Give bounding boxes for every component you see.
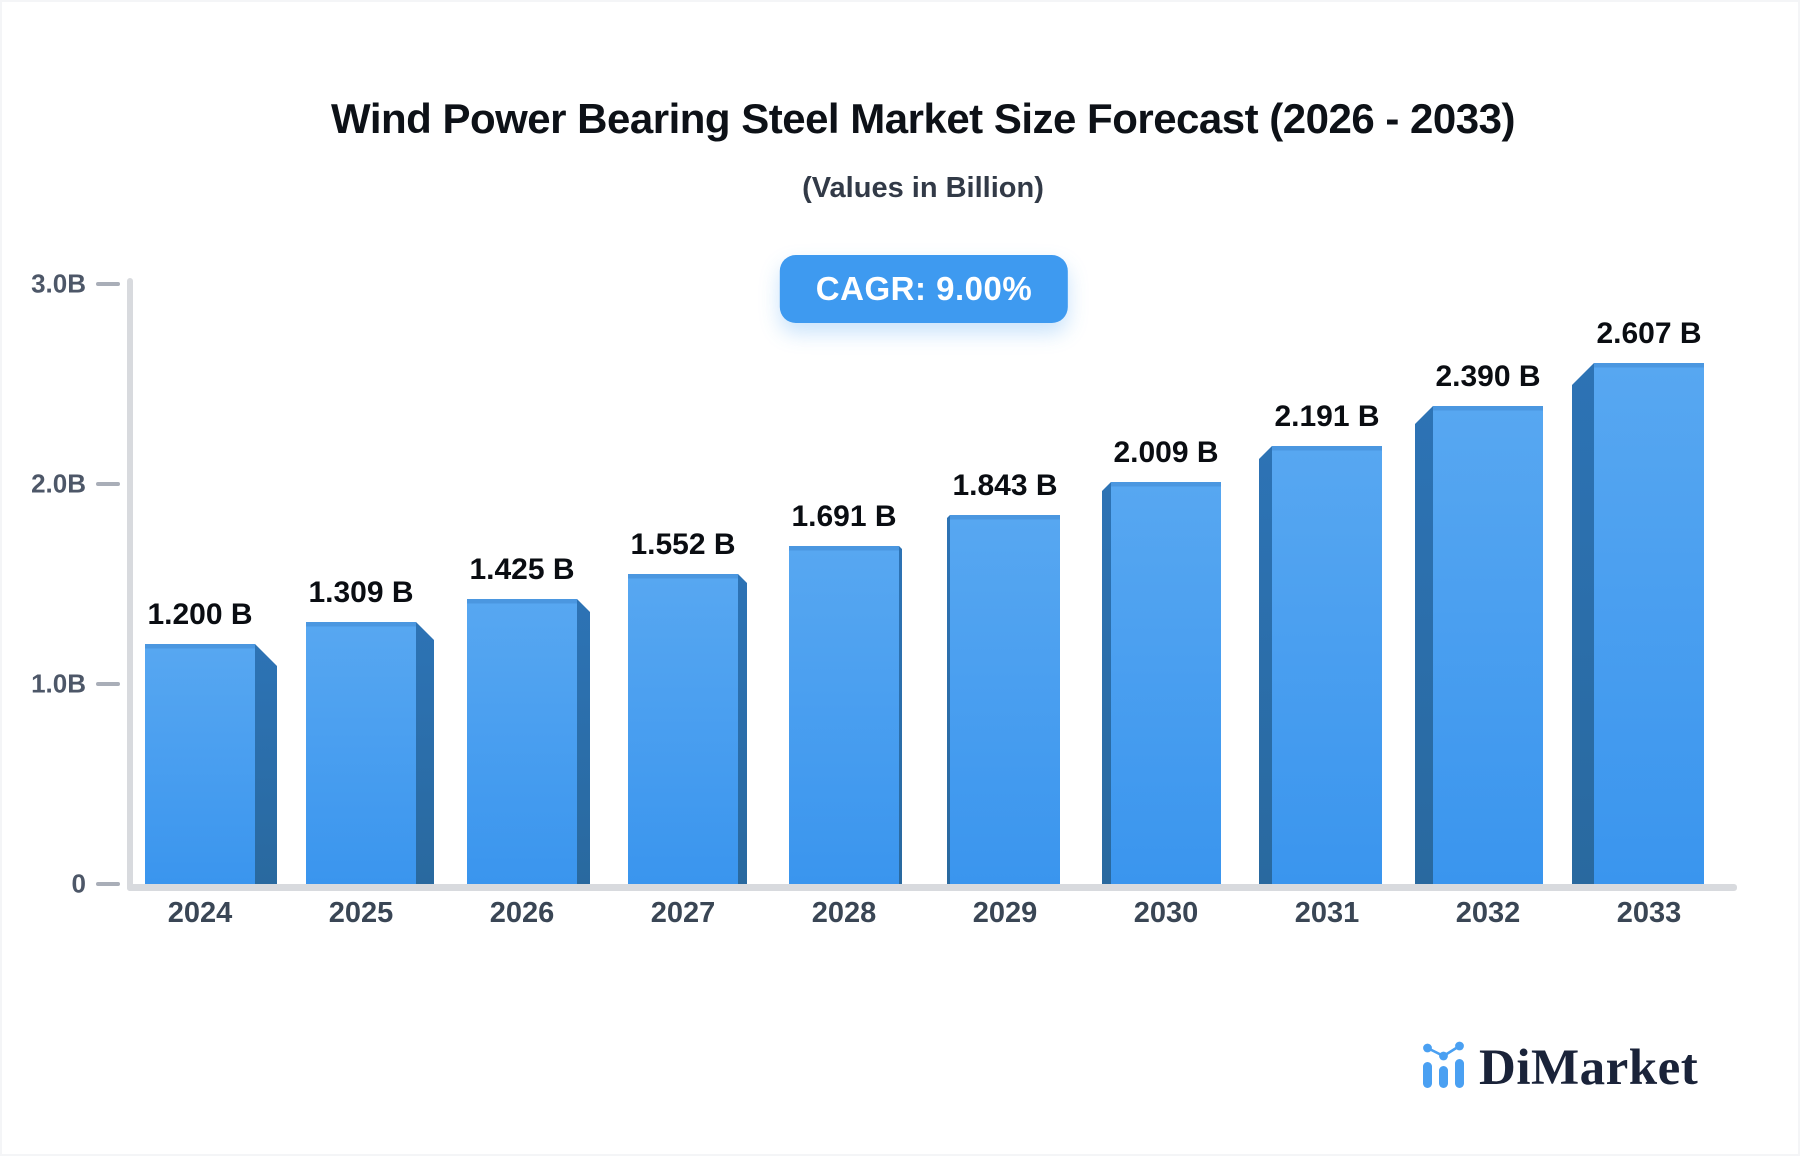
y-axis-tick-mark — [96, 482, 120, 486]
x-axis-label: 2033 — [1616, 897, 1682, 929]
x-axis-label: 2031 — [1294, 897, 1360, 929]
bar-2032 — [1433, 406, 1543, 884]
bar-value-label: 1.200 B — [147, 598, 253, 631]
x-axis-label: 2030 — [1133, 897, 1199, 929]
logo-chart-icon — [1423, 1041, 1464, 1088]
y-axis-tick-mark — [96, 882, 120, 886]
y-axis-tick-label: 0 — [71, 868, 86, 899]
x-axis-label: 2027 — [650, 897, 716, 929]
x-axis-label: 2028 — [811, 897, 877, 929]
bar-value-label: 2.607 B — [1596, 317, 1702, 350]
logo-text: DiMarket — [1479, 1040, 1699, 1096]
x-axis-label: 2032 — [1455, 897, 1521, 929]
bar-2027 — [628, 574, 738, 884]
page-title: Wind Power Bearing Steel Market Size For… — [331, 95, 1515, 142]
bar-3d-side-2031 — [1259, 446, 1272, 884]
bar-3d-side-2027 — [738, 574, 747, 884]
y-axis-tick-label: 2.0B — [31, 468, 86, 499]
x-axis-label: 2029 — [972, 897, 1038, 929]
bar-value-label: 1.425 B — [469, 553, 575, 586]
bar-value-label: 1.691 B — [791, 500, 897, 533]
dimarket-logo: DiMarket — [1421, 1040, 1698, 1096]
y-axis-tick-label: 3.0B — [31, 268, 86, 299]
bar-2033 — [1594, 363, 1704, 884]
y-axis-line — [127, 278, 133, 891]
bar-2029 — [950, 515, 1060, 884]
bar-value-label: 1.843 B — [952, 469, 1058, 502]
bar-3d-side-2030 — [1102, 482, 1111, 884]
bar-value-label: 1.309 B — [308, 576, 414, 609]
y-axis-tick-label: 1.0B — [31, 668, 86, 699]
x-axis-label: 2025 — [328, 897, 394, 929]
bar-3d-side-2028 — [899, 546, 902, 884]
page-subtitle: (Values in Billion) — [802, 172, 1044, 204]
bar-value-label: 2.390 B — [1435, 360, 1541, 393]
bar-value-label: 1.552 B — [630, 528, 736, 561]
bar-3d-side-2033 — [1572, 363, 1594, 884]
y-axis-tick-mark — [96, 682, 120, 686]
bar-2028 — [789, 546, 899, 884]
bar-value-label: 2.191 B — [1274, 400, 1380, 433]
bar-2026 — [467, 599, 577, 884]
x-axis-label: 2026 — [489, 897, 555, 929]
bar-3d-side-2032 — [1415, 406, 1433, 884]
cagr-badge: CAGR: 9.00% — [779, 255, 1069, 323]
bar-3d-side-2025 — [416, 622, 434, 884]
bar-2025 — [306, 622, 416, 884]
bar-value-label: 2.009 B — [1113, 436, 1219, 469]
y-axis-tick-mark — [96, 282, 120, 286]
bar-3d-side-2026 — [577, 599, 590, 884]
bar-2031 — [1272, 446, 1382, 884]
bar-2030 — [1111, 482, 1221, 884]
x-axis-label: 2024 — [167, 897, 233, 929]
bar-2024 — [145, 644, 255, 884]
x-axis-line — [127, 884, 1737, 891]
bar-3d-side-2024 — [255, 644, 277, 884]
bar-3d-side-2029 — [947, 515, 950, 884]
